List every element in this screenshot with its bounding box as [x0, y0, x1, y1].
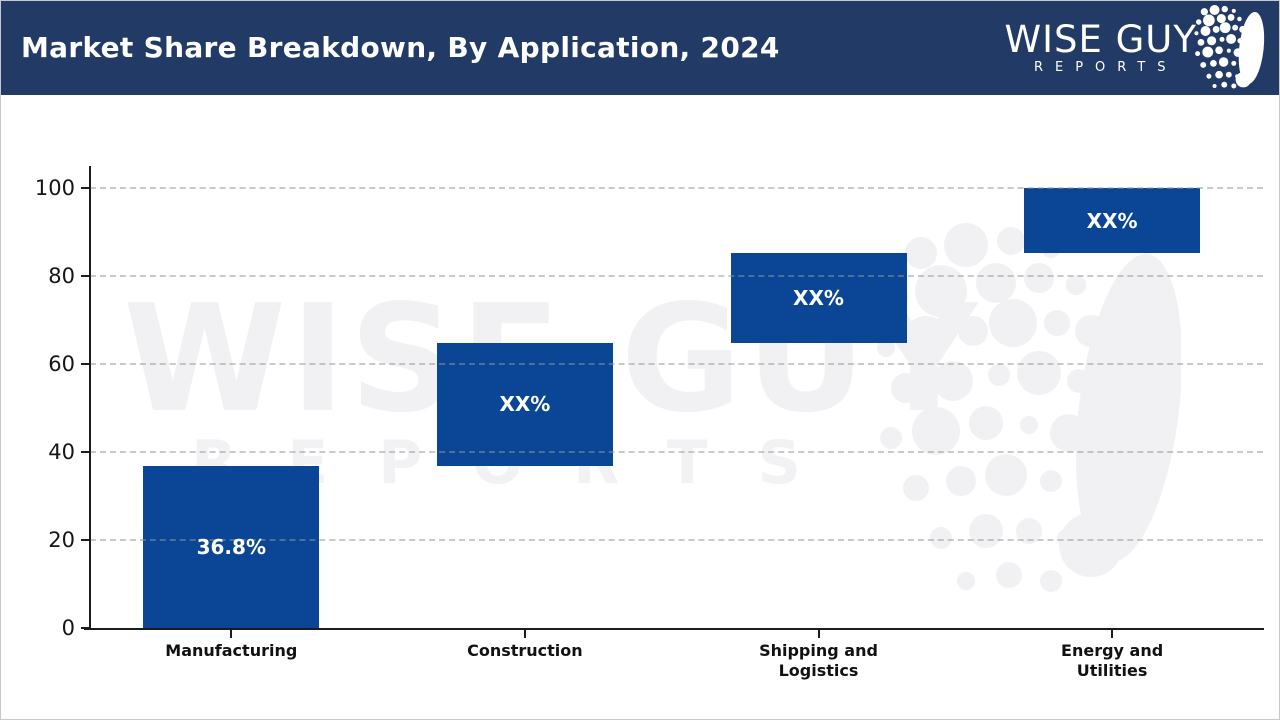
- logo-subtext: REPORTS: [1033, 60, 1178, 76]
- x-tickmark-3: [1111, 630, 1114, 638]
- bar-value-label: XX%: [499, 392, 551, 417]
- y-axis-line: [89, 166, 91, 630]
- gridline-y100: [90, 187, 1263, 189]
- x-category-label-line: Energy and: [1061, 641, 1164, 660]
- y-tickmark-40: [81, 451, 89, 453]
- y-tick-label-0: 0: [61, 616, 75, 640]
- gridline-y60: [90, 363, 1263, 365]
- x-category-label: Manufacturing: [111, 641, 351, 661]
- x-tickmark-1: [523, 630, 526, 638]
- bar-value-label: 36.8%: [196, 535, 266, 560]
- y-tick-label-40: 40: [48, 440, 75, 464]
- watermark-head-icon: [877, 223, 1181, 592]
- logo-name-text: WISE GUY: [1004, 17, 1197, 61]
- waterfall-chart: WISE GUY REPORTS 02040608010036.8%Manufa…: [1, 95, 1279, 719]
- y-tickmark-100: [81, 187, 89, 189]
- page-title: Market Share Breakdown, By Application, …: [21, 31, 780, 64]
- x-axis-line: [84, 628, 1264, 630]
- x-tickmark-2: [817, 630, 820, 638]
- bar-value-label: XX%: [1086, 208, 1138, 233]
- y-tickmark-0: [81, 627, 89, 629]
- wiseguy-head-icon: [1194, 5, 1265, 89]
- bar-energy-and-utilities: [1024, 188, 1201, 254]
- bar-manufacturing: [143, 466, 320, 628]
- x-category-label: Energy and Utilities: [992, 641, 1232, 681]
- wiseguy-logo: WISE GUY REPORTS: [1005, 3, 1273, 93]
- y-tick-label-60: 60: [48, 352, 75, 376]
- y-tickmark-60: [81, 363, 89, 365]
- y-tickmark-80: [81, 275, 89, 277]
- gridline-y80: [90, 275, 1263, 277]
- logo-wordmark: WISE GUY REPORTS: [1004, 17, 1197, 76]
- gridline-y20: [90, 539, 1263, 541]
- y-tick-label-20: 20: [48, 528, 75, 552]
- bar-shipping-and-logistics: [730, 253, 907, 343]
- x-category-label-line: Shipping and: [759, 641, 878, 660]
- header: Market Share Breakdown, By Application, …: [1, 1, 1279, 95]
- x-category-label: Construction: [405, 641, 645, 661]
- y-tick-label-100: 100: [34, 176, 75, 200]
- y-tickmark-20: [81, 539, 89, 541]
- x-category-label-line: Logistics: [778, 661, 859, 680]
- bar-value-label: XX%: [793, 286, 844, 310]
- y-tick-label-80: 80: [48, 264, 75, 288]
- x-category-label-line: Manufacturing: [165, 641, 298, 660]
- gridline-y40: [90, 451, 1263, 453]
- x-category-label: Shipping and Logistics: [699, 641, 939, 681]
- x-category-label-line: Utilities: [1076, 661, 1148, 680]
- x-category-label-line: Construction: [467, 641, 583, 660]
- x-tickmark-0: [230, 630, 233, 638]
